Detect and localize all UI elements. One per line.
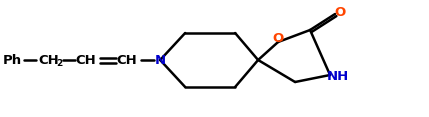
Text: CH: CH [39,53,60,66]
Text: O: O [272,33,284,46]
Text: CH: CH [117,53,138,66]
Text: 2: 2 [56,60,62,68]
Text: Ph: Ph [3,53,22,66]
Text: CH: CH [76,53,97,66]
Text: N: N [154,53,166,66]
Text: NH: NH [327,71,349,84]
Text: O: O [335,7,346,20]
